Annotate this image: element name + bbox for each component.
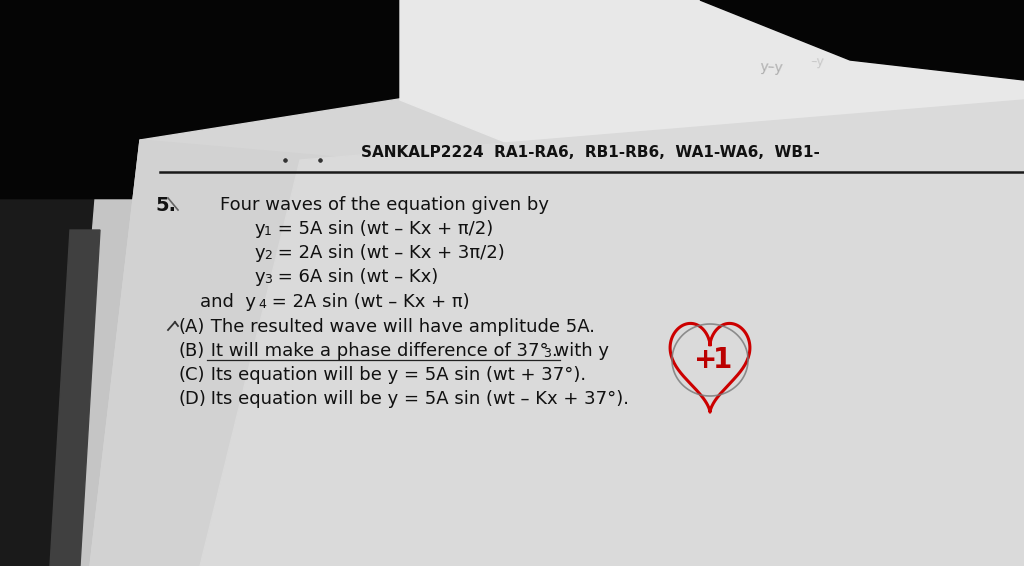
Text: and  y: and y <box>200 293 256 311</box>
Text: 1: 1 <box>264 225 272 238</box>
Text: 5.: 5. <box>155 196 176 215</box>
Polygon shape <box>400 0 1024 200</box>
Polygon shape <box>90 0 1024 566</box>
Text: 4: 4 <box>258 298 266 311</box>
Text: Four waves of the equation given by: Four waves of the equation given by <box>220 196 549 214</box>
Text: Its equation will be y = 5A sin (wt – Kx + 37°).: Its equation will be y = 5A sin (wt – Kx… <box>205 390 629 408</box>
Text: y: y <box>255 244 265 262</box>
Text: = 2A sin (wt – Kx + 3π/2): = 2A sin (wt – Kx + 3π/2) <box>272 244 505 262</box>
Text: (C): (C) <box>178 366 205 384</box>
Text: 2: 2 <box>264 249 272 262</box>
Text: Its equation will be y = 5A sin (wt + 37°).: Its equation will be y = 5A sin (wt + 37… <box>205 366 586 384</box>
Text: y: y <box>255 220 265 238</box>
Text: 1: 1 <box>713 346 731 374</box>
Text: 3: 3 <box>543 347 551 360</box>
Polygon shape <box>90 140 1024 566</box>
Polygon shape <box>0 0 1024 200</box>
Text: (D): (D) <box>178 390 206 408</box>
Text: SANKALP2224  RA1-RA6,  RB1-RB6,  WA1-WA6,  WB1-: SANKALP2224 RA1-RA6, RB1-RB6, WA1-WA6, W… <box>360 145 819 160</box>
Text: = 6A sin (wt – Kx): = 6A sin (wt – Kx) <box>272 268 438 286</box>
Polygon shape <box>65 200 155 566</box>
Polygon shape <box>50 230 100 566</box>
Text: (B): (B) <box>178 342 204 360</box>
Polygon shape <box>700 0 1024 80</box>
Text: It will make a phase difference of 37° with y: It will make a phase difference of 37° w… <box>205 342 609 360</box>
Text: y–y: y–y <box>760 60 784 75</box>
Text: y: y <box>255 268 265 286</box>
Polygon shape <box>0 200 150 566</box>
Text: (A): (A) <box>178 318 205 336</box>
Text: = 2A sin (wt – Kx + π): = 2A sin (wt – Kx + π) <box>266 293 470 311</box>
Text: .: . <box>551 342 557 360</box>
Text: The resulted wave will have amplitude 5A.: The resulted wave will have amplitude 5A… <box>205 318 595 336</box>
Polygon shape <box>200 100 1024 566</box>
Text: –y: –y <box>810 55 824 68</box>
Text: 3: 3 <box>264 273 272 286</box>
Text: +: + <box>694 346 718 374</box>
Text: = 5A sin (wt – Kx + π/2): = 5A sin (wt – Kx + π/2) <box>272 220 494 238</box>
